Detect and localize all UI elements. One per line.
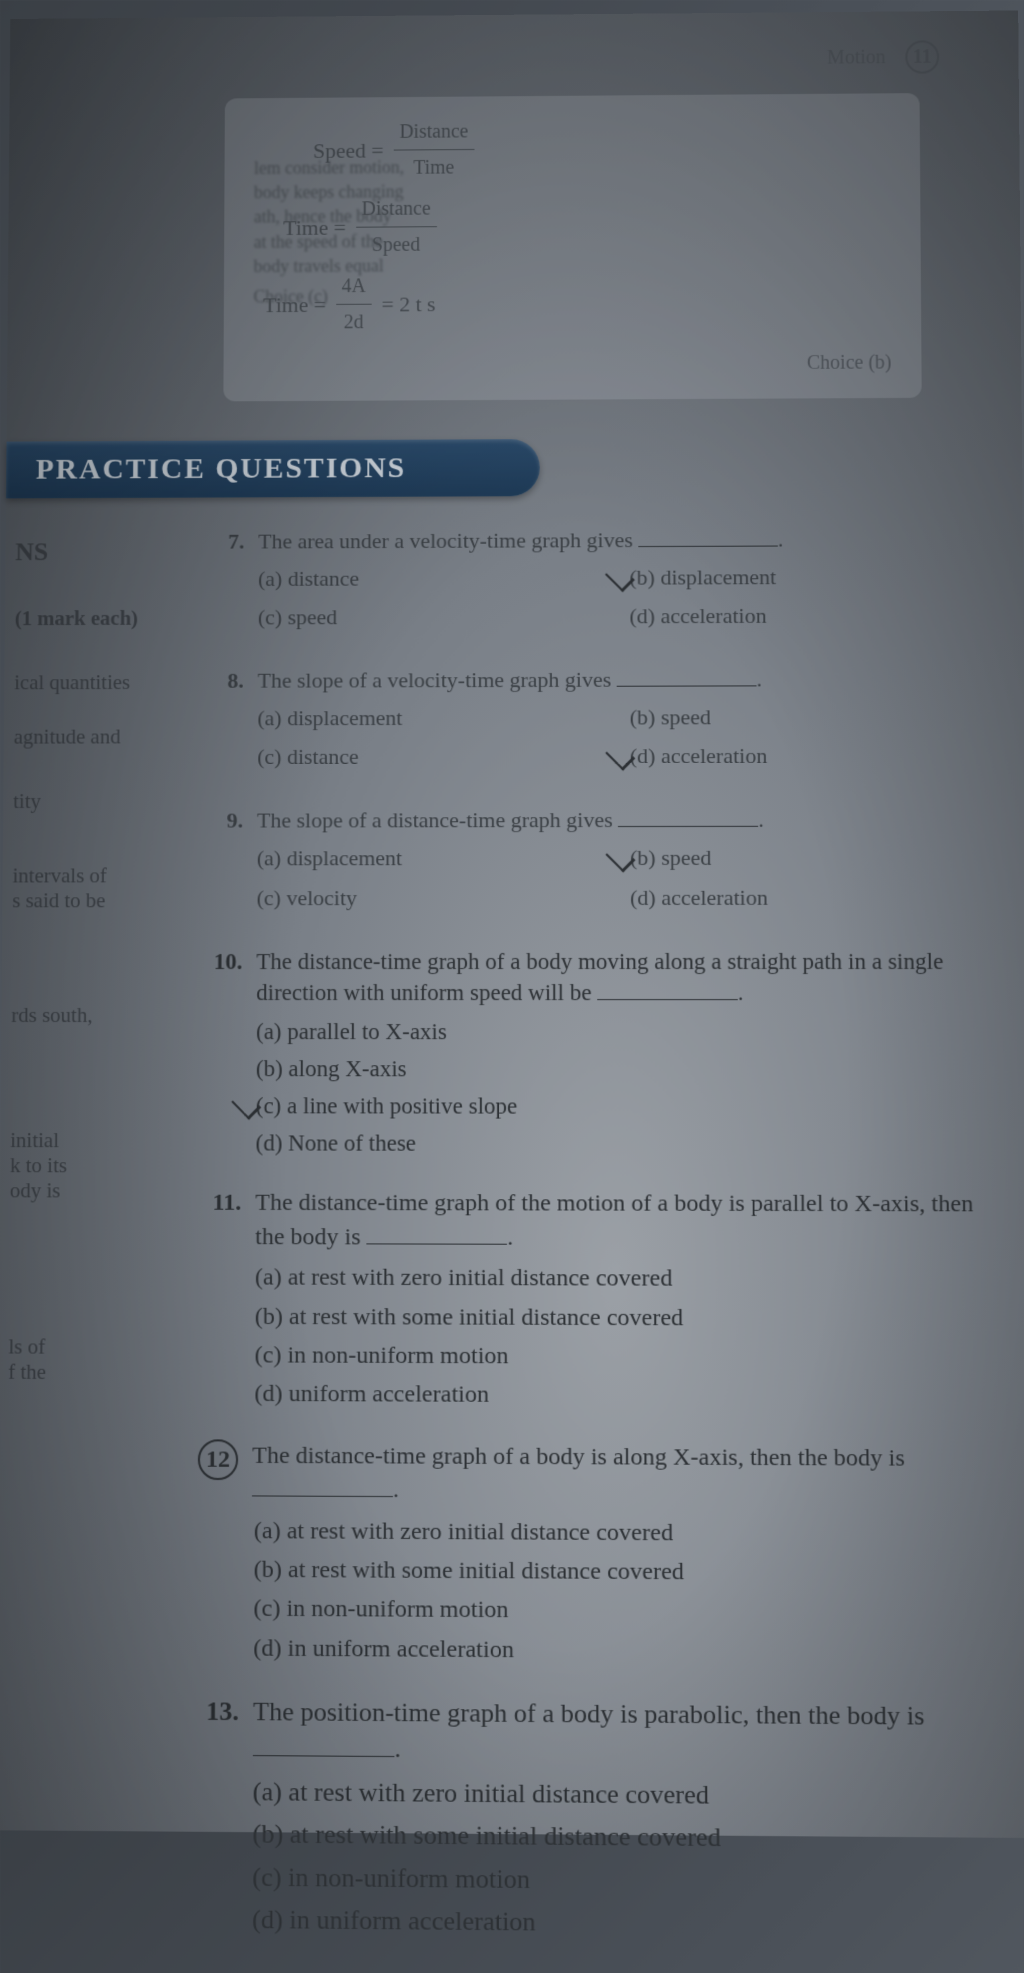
page-number-circle: 11	[905, 40, 939, 73]
option-b: (b) speed	[630, 842, 986, 872]
question-text: The distance-time graph of a body is alo…	[252, 1439, 991, 1509]
option-d: (d) in uniform acceleration	[252, 1901, 994, 1943]
option-b: (b) at rest with some initial distance c…	[255, 1300, 990, 1335]
option-c: (c) velocity	[257, 882, 610, 912]
formula-box: lem consider motion, body keeps changing…	[223, 93, 921, 401]
option-b: (b) displacement	[629, 561, 983, 592]
side-fragment: k to its	[10, 1153, 190, 1178]
question-text: The area under a velocity-time graph giv…	[258, 524, 983, 556]
question-number: 13.	[196, 1693, 239, 1765]
question-12: 12 The distance-time graph of a body is …	[197, 1439, 992, 1669]
option-b: (b) along X-axis	[256, 1053, 987, 1085]
page: Motion 11 lem consider motion, body keep…	[0, 11, 1024, 1839]
partial-line: body keeps changing	[254, 180, 431, 206]
option-a: (a) distance	[258, 563, 610, 594]
content-grid: NS (1 mark each) ical quantities agnitud…	[0, 524, 995, 1972]
question-10: 10. The distance-time graph of a body mo…	[200, 946, 988, 1160]
question-11: 11. The distance-time graph of the motio…	[198, 1187, 990, 1414]
option-c: (c) in non-uniform motion	[253, 1593, 991, 1630]
section-banner: PRACTICE QUESTIONS	[6, 439, 540, 498]
partial-line: lem consider motion,	[254, 155, 431, 181]
side-fragment: ical quantities	[14, 670, 192, 695]
side-fragment: intervals of	[12, 863, 191, 888]
question-8: 8. The slope of a velocity-time graph gi…	[202, 664, 985, 778]
main-column: 7. The area under a velocity-time graph …	[195, 524, 995, 1972]
option-d: (d) acceleration	[630, 741, 985, 771]
side-column: NS (1 mark each) ical quantities agnitud…	[3, 527, 193, 1965]
question-number: 7.	[203, 527, 245, 556]
ns-label: NS	[15, 537, 193, 567]
question-9: 9. The slope of a distance-time graph gi…	[201, 805, 986, 919]
option-c: (c) distance	[257, 742, 610, 772]
partial-line: Choice (c)	[253, 284, 431, 310]
side-fragment: tity	[13, 789, 192, 814]
side-fragment: ody is	[10, 1178, 190, 1203]
option-b: (b) speed	[630, 701, 985, 731]
option-b: (b) at rest with some initial distance c…	[254, 1553, 992, 1590]
question-text: The distance-time graph of the motion of…	[255, 1187, 989, 1255]
option-c: (c) speed	[258, 602, 610, 632]
question-text: The slope of a distance-time graph gives…	[257, 805, 985, 836]
blank	[252, 1472, 393, 1497]
question-number: 10.	[200, 946, 242, 1008]
question-text: The position-time graph of a body is par…	[253, 1694, 993, 1771]
option-d: (d) in uniform acceleration	[253, 1632, 992, 1670]
option-b: (b) at rest with some initial distance c…	[252, 1816, 993, 1858]
question-number: 11.	[199, 1187, 241, 1253]
option-a: (a) displacement	[257, 843, 610, 873]
blank	[253, 1730, 395, 1758]
option-a: (a) parallel to X-axis	[256, 1016, 987, 1048]
blank	[367, 1220, 508, 1245]
option-d: (d) uniform acceleration	[254, 1378, 990, 1414]
partial-line: body travels equal	[254, 253, 431, 279]
blank	[638, 525, 778, 547]
topic-label: Motion	[827, 47, 886, 69]
option-d: (d) acceleration	[629, 601, 983, 632]
option-a: (a) at rest with zero initial distance c…	[254, 1514, 991, 1551]
option-d: (d) None of these	[255, 1128, 987, 1160]
side-fragment: initial	[10, 1128, 190, 1153]
side-fragment: agnitude and	[14, 724, 192, 749]
numerator: Distance	[393, 114, 474, 151]
question-number: 12	[198, 1439, 238, 1480]
question-number: 9.	[201, 806, 243, 836]
question-text: The distance-time graph of a body moving…	[256, 946, 987, 1008]
mark-label: (1 mark each)	[15, 606, 193, 631]
question-text: The slope of a velocity-time graph gives…	[258, 664, 985, 695]
option-c: (c) in non-uniform motion	[252, 1858, 994, 1900]
option-a: (a) displacement	[257, 702, 609, 732]
blank	[617, 665, 757, 687]
denominator: 2d	[338, 305, 370, 340]
blank	[618, 805, 758, 827]
left-partial-text: lem consider motion, body keeps changing…	[253, 155, 431, 309]
partial-line: at the speed of the	[254, 229, 431, 255]
option-c: (c) in non-uniform motion	[255, 1339, 990, 1374]
option-d: (d) acceleration	[630, 882, 986, 912]
option-a: (a) at rest with zero initial distance c…	[253, 1774, 994, 1815]
side-fragment: f the	[8, 1360, 188, 1386]
option-a: (a) at rest with zero initial distance c…	[255, 1262, 989, 1297]
option-c: (c) a line with positive slope	[256, 1091, 988, 1123]
side-fragment: rds south,	[11, 1003, 190, 1028]
blank	[597, 977, 738, 1000]
question-13: 13. The position-time graph of a body is…	[195, 1693, 994, 1943]
question-7: 7. The area under a velocity-time graph …	[202, 524, 983, 638]
side-fragment: ls of	[8, 1334, 188, 1360]
question-number: 8.	[202, 666, 244, 695]
partial-line: ath, hence the body	[254, 204, 431, 230]
side-fragment: s said to be	[12, 888, 191, 913]
choice-label: Choice (b)	[253, 345, 892, 384]
top-header: Motion 11	[10, 30, 979, 90]
